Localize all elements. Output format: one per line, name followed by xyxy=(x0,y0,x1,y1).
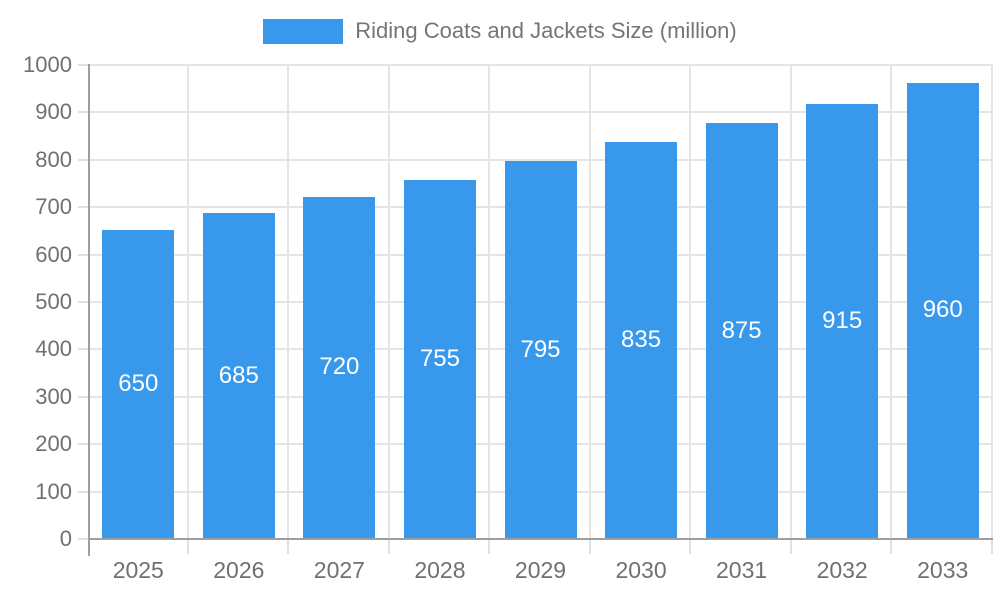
bar-2028[interactable] xyxy=(403,180,476,538)
y-axis-tick xyxy=(78,538,88,540)
x-axis-tick xyxy=(387,540,390,554)
x-axis-tick-label: 2030 xyxy=(615,557,667,583)
v-gridline xyxy=(588,64,591,538)
y-axis-tick xyxy=(78,348,88,351)
bar-value-label: 755 xyxy=(419,345,460,373)
y-axis-tick-label: 700 xyxy=(35,194,72,220)
v-gridline xyxy=(387,64,390,538)
bar-2027[interactable] xyxy=(303,196,376,538)
bar-2025[interactable] xyxy=(102,229,175,538)
x-axis-line xyxy=(88,538,993,540)
x-axis-tick-label: 2032 xyxy=(816,557,868,583)
x-axis-tick-label: 2028 xyxy=(414,557,466,583)
y-axis-tick-label: 0 xyxy=(59,526,72,551)
bar-value-label: 835 xyxy=(621,326,662,354)
x-axis-tick-label: 2033 xyxy=(917,557,969,583)
y-axis-tick-label: 900 xyxy=(35,99,72,125)
bar-value-label: 720 xyxy=(319,353,360,381)
bar-value-label: 650 xyxy=(118,369,159,397)
x-axis-tick-label: 2027 xyxy=(313,557,365,583)
bar-2031[interactable] xyxy=(705,123,778,538)
bar-value-label: 795 xyxy=(520,335,561,363)
v-gridline xyxy=(287,64,290,538)
bar-2026[interactable] xyxy=(202,213,275,538)
y-axis-tick-label: 100 xyxy=(35,478,72,504)
bar-2033[interactable] xyxy=(906,82,979,538)
x-axis-tick xyxy=(789,540,792,554)
bar-value-label: 960 xyxy=(922,296,963,324)
v-gridline xyxy=(689,64,692,538)
chart-legend: Riding Coats and Jackets Size (million) xyxy=(0,18,1000,44)
bar-value-label: 915 xyxy=(822,307,863,335)
bar-value-label: 685 xyxy=(218,361,259,389)
y-axis-tick-label: 400 xyxy=(35,336,72,362)
v-gridline xyxy=(789,64,792,538)
y-axis-tick xyxy=(78,395,88,398)
v-gridline xyxy=(991,64,993,538)
y-axis-tick xyxy=(78,301,88,303)
bar-2030[interactable] xyxy=(605,142,678,538)
h-gridline xyxy=(88,64,993,66)
y-axis-tick xyxy=(78,64,88,66)
x-axis-tick-label: 2029 xyxy=(514,557,567,583)
bar-2029[interactable] xyxy=(504,161,577,538)
y-axis-tick xyxy=(78,443,88,446)
plot-area: 0 100 200 300 400 500 600 700 800 900 1000 650 2025 6… xyxy=(23,54,993,582)
y-axis-tick xyxy=(78,206,88,209)
y-axis-tick-label: 300 xyxy=(35,383,72,409)
y-axis-tick xyxy=(78,158,88,161)
x-axis-tick xyxy=(186,540,189,554)
x-axis-tick xyxy=(991,540,993,554)
h-gridline xyxy=(88,158,993,161)
y-axis-tick-label: 600 xyxy=(35,241,72,267)
x-axis-tick-label: 2026 xyxy=(213,557,265,583)
bar-value-label: 875 xyxy=(721,316,762,344)
bar-2032[interactable] xyxy=(806,104,879,538)
x-axis-tick xyxy=(689,540,692,554)
y-axis-tick xyxy=(78,253,88,256)
y-axis-tick-label: 200 xyxy=(35,431,72,457)
h-gridline xyxy=(88,111,993,114)
y-axis-tick-label: 800 xyxy=(35,146,72,172)
x-axis-tick xyxy=(287,540,290,554)
y-axis-tick-label: 1000 xyxy=(23,52,72,77)
legend-item[interactable]: Riding Coats and Jackets Size (million) xyxy=(263,18,737,44)
y-axis-tick xyxy=(78,111,88,114)
y-axis-tick xyxy=(78,490,88,493)
legend-swatch xyxy=(263,18,344,44)
x-axis-tick xyxy=(890,540,893,554)
x-axis-tick xyxy=(488,540,491,554)
legend-label: Riding Coats and Jackets Size (million) xyxy=(355,18,737,43)
x-axis-tick-label: 2031 xyxy=(716,557,768,583)
v-gridline xyxy=(186,64,189,538)
x-axis-tick xyxy=(588,540,591,554)
y-axis-line xyxy=(88,64,90,556)
y-axis-tick-label: 500 xyxy=(35,289,72,314)
v-gridline xyxy=(488,64,491,538)
v-gridline xyxy=(890,64,893,538)
x-axis-tick-label: 2025 xyxy=(112,557,164,583)
